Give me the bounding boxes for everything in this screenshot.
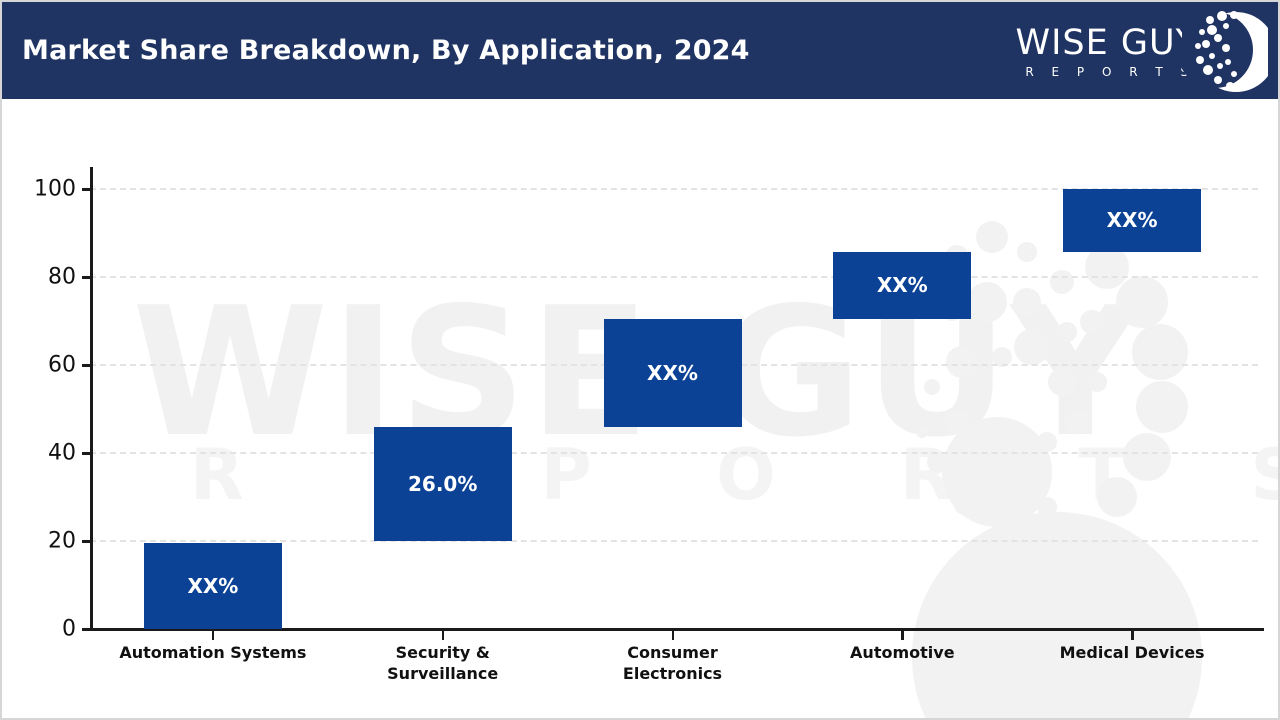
bar: XX%	[1063, 189, 1202, 252]
bar-value-label: 26.0%	[407, 472, 478, 497]
logo-wordmark-main: WISE GUY	[1015, 22, 1198, 63]
logo-face-icon	[1182, 11, 1268, 92]
bar-value-label: XX%	[1106, 208, 1158, 233]
y-tick-label: 100	[34, 176, 76, 202]
logo-wordmark-sub: R E P O R T S	[1025, 64, 1196, 79]
bar: 26.0%	[373, 427, 512, 542]
y-tick-mark	[82, 276, 91, 279]
x-tick-label: Automation Systems	[119, 643, 307, 662]
x-tick-mark	[671, 630, 674, 640]
bar: XX%	[143, 543, 282, 629]
x-tick-label: Automotive	[850, 643, 955, 662]
y-tick-label: 60	[48, 352, 76, 378]
y-tick-mark	[82, 188, 91, 191]
gridline	[90, 452, 1258, 454]
bar: XX%	[833, 251, 972, 319]
logo-wordmark: WISE GUY R E P O R T S	[1015, 22, 1198, 79]
y-tick-mark	[82, 364, 91, 367]
bar: XX%	[603, 318, 742, 428]
x-tick-mark	[1131, 630, 1134, 640]
gridline	[90, 188, 1258, 190]
gridline	[90, 276, 1258, 278]
y-tick-label: 0	[62, 616, 76, 642]
x-axis	[90, 627, 1264, 631]
y-tick-mark	[82, 628, 91, 631]
y-tick-mark	[82, 452, 91, 455]
y-axis	[90, 167, 93, 631]
x-tick-mark	[441, 630, 445, 640]
x-tick-label: Consumer Electronics	[622, 643, 723, 683]
y-tick-mark	[82, 540, 91, 543]
gridline	[90, 540, 1258, 542]
bar-value-label: XX%	[876, 273, 928, 298]
brand-logo: WISE GUY R E P O R T S	[1015, 10, 1268, 94]
header-bar: Market Share Breakdown, By Application, …	[2, 2, 1278, 99]
page-title: Market Share Breakdown, By Application, …	[22, 35, 750, 66]
x-tick-label: Medical Devices	[1059, 643, 1205, 662]
y-tick-label: 20	[48, 528, 76, 554]
x-tick-mark	[901, 630, 904, 640]
y-tick-label: 80	[48, 264, 76, 290]
x-tick-mark	[211, 630, 215, 640]
bar-value-label: XX%	[647, 360, 698, 385]
bar-value-label: XX%	[187, 574, 239, 599]
y-tick-label: 40	[48, 440, 76, 466]
x-tick-label: Security & Surveillance	[387, 643, 499, 683]
